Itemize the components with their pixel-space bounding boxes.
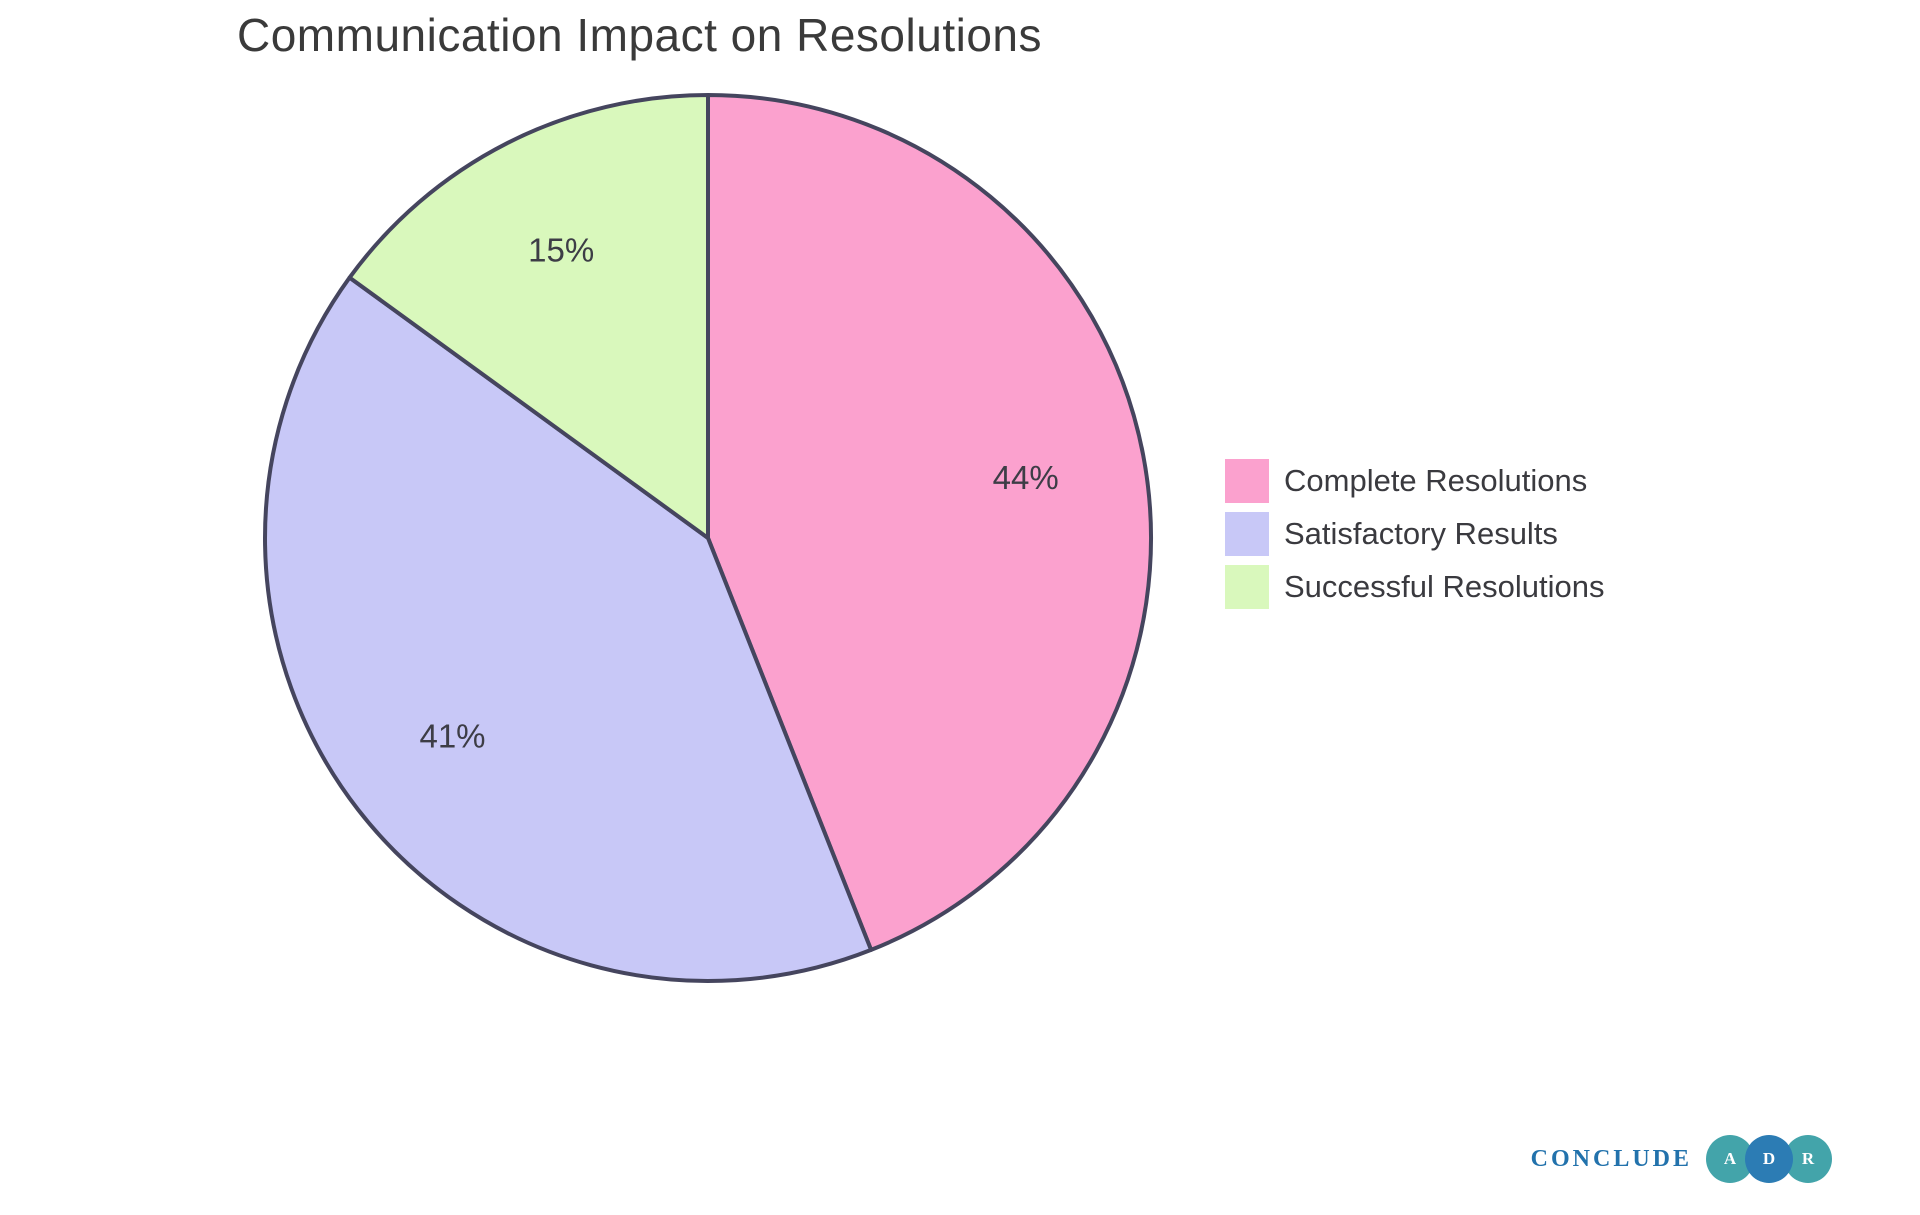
pie-slice-complete-resolutions — [706, 93, 1153, 952]
pie-slice-successful-resolutions — [347, 93, 710, 540]
brand-badges: A D R — [1706, 1135, 1832, 1183]
legend-item-successful-resolutions: Successful Resolutions — [1225, 565, 1605, 609]
brand-wordmark: CONCLUDE — [1530, 1145, 1692, 1172]
pie-slice-percent-successful-resolutions: 15% — [528, 231, 594, 268]
legend-label-satisfactory-results: Satisfactory Results — [1284, 516, 1558, 551]
pie-slice-percent-satisfactory-results: 41% — [419, 718, 485, 755]
brand-badge-d: D — [1745, 1135, 1793, 1183]
brand-logo: CONCLUDE A D R — [1531, 1135, 1832, 1183]
legend-item-satisfactory-results: Satisfactory Results — [1225, 512, 1605, 556]
legend-swatch-complete-resolutions — [1225, 459, 1269, 503]
legend-label-complete-resolutions: Complete Resolutions — [1284, 463, 1588, 498]
pie-slice-satisfactory-results — [263, 275, 874, 983]
legend-label-successful-resolutions: Successful Resolutions — [1284, 569, 1605, 604]
legend: Complete Resolutions Satisfactory Result… — [1225, 459, 1605, 609]
chart-title: Communication Impact on Resolutions — [237, 9, 1042, 61]
pie-slice-percent-complete-resolutions: 44% — [993, 459, 1059, 496]
legend-swatch-successful-resolutions — [1225, 565, 1269, 609]
legend-swatch-satisfactory-results — [1225, 512, 1269, 556]
legend-item-complete-resolutions: Complete Resolutions — [1225, 459, 1605, 503]
